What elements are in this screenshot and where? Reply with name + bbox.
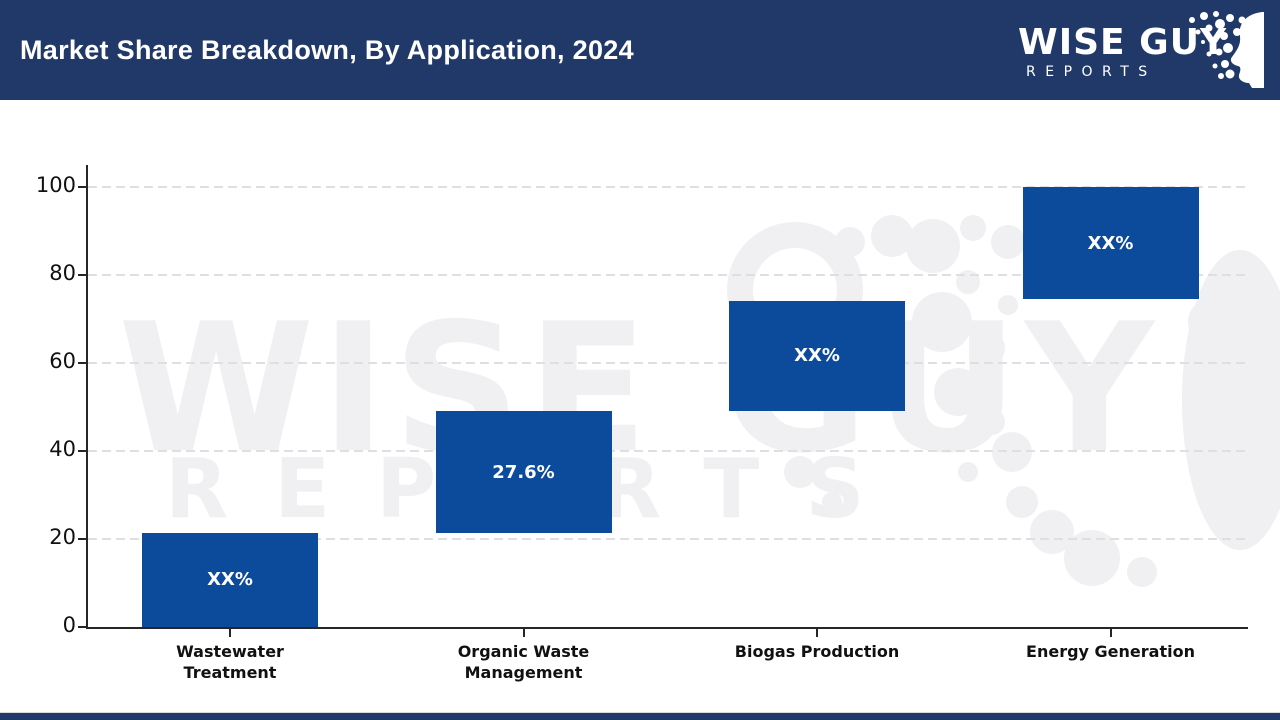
x-tick (1109, 629, 1112, 637)
page-title: Market Share Breakdown, By Application, … (20, 34, 634, 65)
bar-value-label: 27.6% (492, 461, 555, 483)
bar-value-label: XX% (1087, 232, 1134, 254)
wiseguy-logo: WISE GUY REPORTS (1018, 11, 1264, 88)
y-tick-20 (78, 538, 86, 540)
y-tick-40 (78, 450, 86, 452)
gridline-100 (88, 186, 1245, 188)
y-tick-label-20: 20 (49, 525, 76, 549)
bar-segment: XX% (1022, 187, 1199, 300)
x-category-label: Energy Generation (1026, 642, 1195, 661)
x-tick (229, 629, 231, 637)
y-tick-0 (78, 626, 86, 628)
header: Market Share Breakdown, By Application, … (0, 0, 1280, 100)
bar-value-label: XX% (207, 569, 253, 591)
x-tick (522, 629, 525, 637)
footer-bar (0, 712, 1280, 720)
bar-segment: XX% (142, 532, 318, 627)
gridline-40 (88, 450, 1245, 452)
y-tick-label-40: 40 (49, 437, 76, 461)
bar-value-label: XX% (794, 345, 840, 367)
gridline-80 (88, 274, 1245, 276)
x-category-label: Wastewater Treatment (176, 642, 284, 682)
x-axis-line (86, 627, 1248, 629)
y-tick-80 (78, 274, 86, 276)
x-category-label: Organic Waste Management (457, 642, 590, 682)
x-category-label: Biogas Production (734, 642, 900, 661)
y-tick-100 (78, 186, 86, 188)
y-tick-label-100: 100 (35, 173, 76, 197)
y-tick-label-80: 80 (49, 261, 76, 285)
y-tick-60 (78, 362, 86, 364)
logo-text-reports: REPORTS (1026, 64, 1157, 80)
x-tick (816, 629, 818, 637)
logo-text-wiseguy: WISE GUY (1018, 22, 1227, 63)
logo-face-dots-icon (1189, 11, 1264, 88)
gridline-20 (88, 538, 1245, 540)
y-tick-label-60: 60 (49, 349, 76, 373)
bar-segment: 27.6% (435, 411, 612, 533)
gridline-60 (88, 362, 1245, 364)
chart-area: WISE GUY REPORTS 020406080100XX%Wastewat… (0, 100, 1280, 713)
y-tick-label-0: 0 (62, 613, 76, 637)
y-axis-line (86, 165, 88, 629)
bar-segment: XX% (729, 300, 905, 411)
